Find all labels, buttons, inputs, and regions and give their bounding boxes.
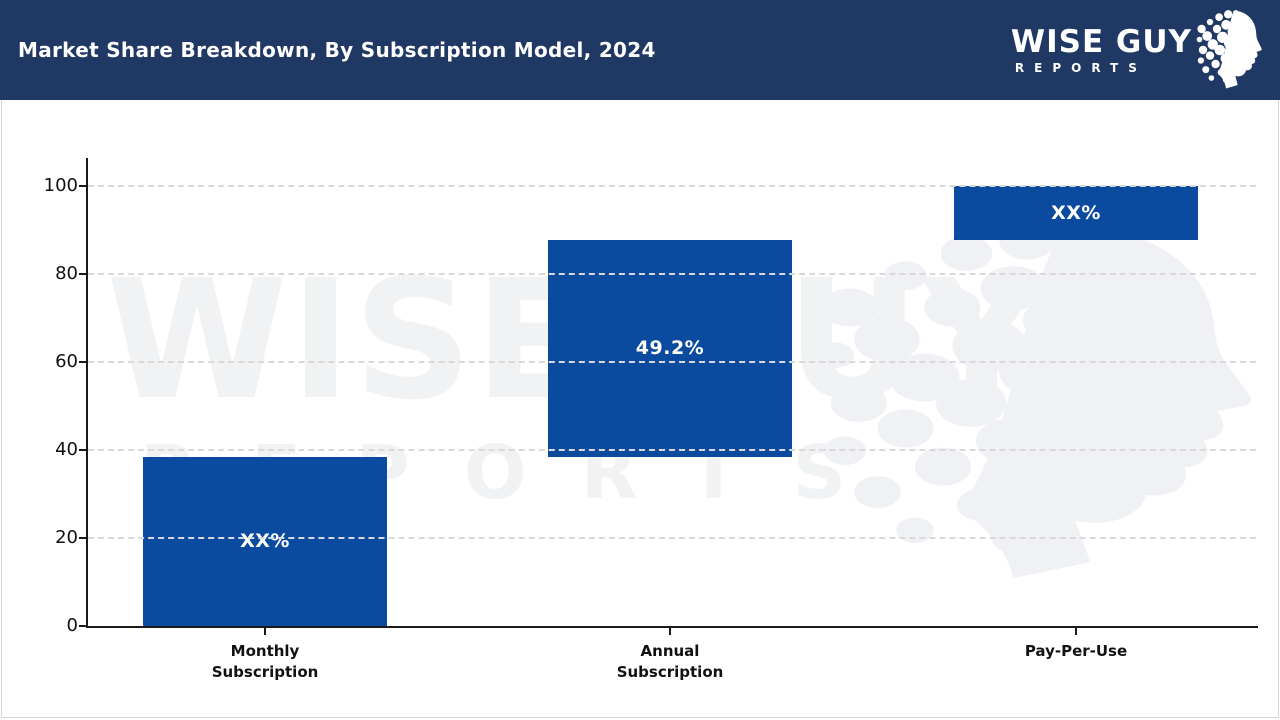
logo-wordmark: WISE GUY <box>1010 23 1192 60</box>
y-tick-mark <box>79 537 87 539</box>
x-tick-mark <box>264 628 266 635</box>
bar-value-label: 49.2% <box>635 337 705 360</box>
y-axis-spine <box>86 158 88 628</box>
logo-subtext: REPORTS <box>1014 60 1147 75</box>
x-category-label: Annual Subscription <box>616 642 724 681</box>
y-tick-mark <box>79 361 87 363</box>
y-tick-label: 80 <box>55 263 78 284</box>
x-tick-mark <box>1075 628 1077 635</box>
x-category-label: Pay-Per-Use <box>1024 642 1128 660</box>
plot-area: 0 20 40 60 80 100 XX% Monthly Subscription 49.2%… <box>0 100 1280 720</box>
bar-segment-2[interactable]: XX% <box>954 186 1198 241</box>
x-category-label: Monthly Subscription <box>211 642 319 681</box>
bar-segment-1[interactable]: 49.2% <box>548 240 792 457</box>
header-bar: Market Share Breakdown, By Subscription … <box>0 0 1280 100</box>
chart-canvas: WISE GUY REPORTS 0 20 40 60 80 100 XX% Monthly … <box>0 100 1280 720</box>
gridline-80 <box>88 273 1256 275</box>
x-tick-mark <box>669 628 671 635</box>
wiseguy-logo: WISE GUY REPORTS <box>1011 8 1266 92</box>
y-tick-mark <box>79 185 87 187</box>
y-tick-label: 40 <box>55 439 78 460</box>
logo-text: WISE GUY REPORTS <box>1010 23 1192 75</box>
y-tick-label: 0 <box>66 615 78 636</box>
gridline-100 <box>88 185 1256 187</box>
gridline-60 <box>88 361 1256 363</box>
gridline-40 <box>88 449 1256 451</box>
bar-value-label: XX% <box>1051 202 1101 225</box>
y-tick-mark <box>79 273 87 275</box>
bar-segment-0[interactable]: XX% <box>143 456 387 626</box>
y-tick-label: 60 <box>55 351 78 372</box>
wiseguy-head-icon <box>1196 8 1266 92</box>
y-tick-mark <box>79 449 87 451</box>
y-tick-mark <box>79 625 87 627</box>
y-tick-label: 100 <box>43 175 78 196</box>
gridline-20 <box>88 537 1256 539</box>
x-axis-spine <box>86 626 1258 628</box>
y-tick-label: 20 <box>55 527 78 548</box>
page-title: Market Share Breakdown, By Subscription … <box>18 38 656 62</box>
bar-value-label: XX% <box>240 530 290 553</box>
